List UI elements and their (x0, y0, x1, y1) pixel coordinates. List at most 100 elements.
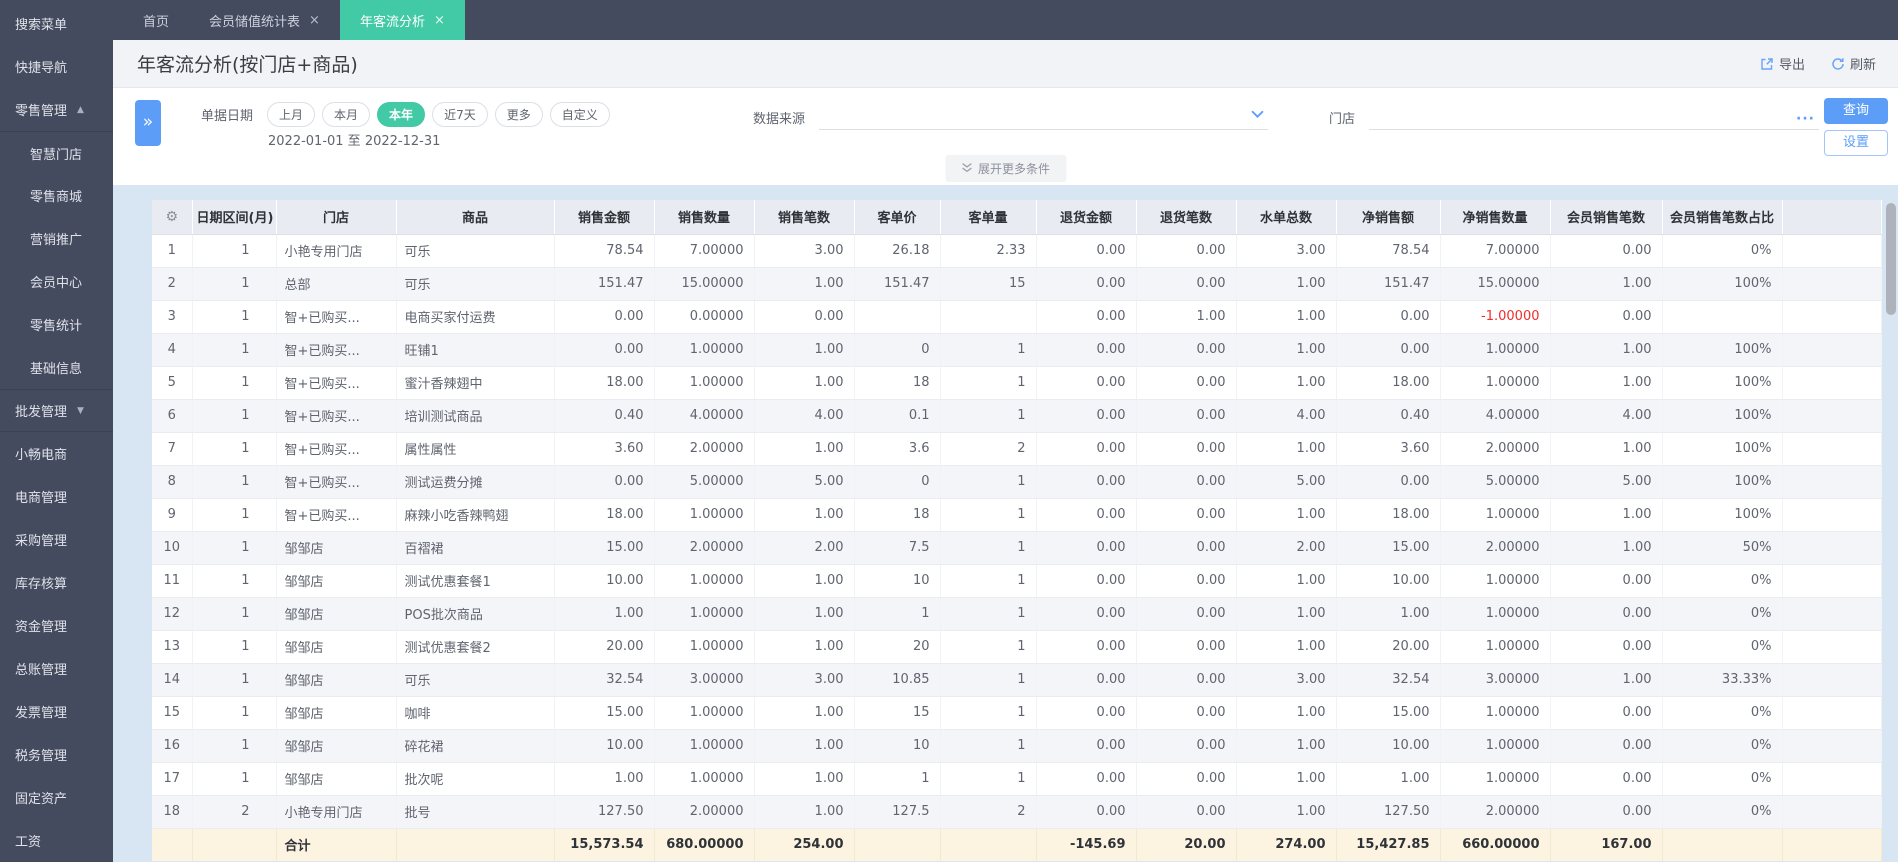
scrollbar-thumb[interactable] (1886, 203, 1896, 315)
table-row[interactable]: 9 1 智+已购买... 麻辣小吃香辣鸭翅 18.00 1.00000 1.00 18 1 0.0… (152, 498, 1882, 532)
sidebar-item-零售管理[interactable]: 零售管理 ▲ (0, 88, 113, 131)
column-header[interactable]: 净销售数量 (1440, 200, 1551, 235)
cell: 5.00000 (654, 465, 755, 499)
sidebar-item-工资[interactable]: 工资 (0, 819, 113, 862)
table-row[interactable]: 2 1 总部 可乐 151.47 15.00000 1.00 151.47 15 0.00 0.00… (152, 267, 1882, 301)
column-header[interactable]: 退货笔数 (1136, 200, 1237, 235)
table-row[interactable]: 17 1 邹邹店 批次呢 1.00 1.00000 1.00 1 1 0.00 0.00 1.00 1.… (152, 762, 1882, 796)
date-pill-自定义[interactable]: 自定义 (549, 102, 610, 127)
sidebar-item-零售商城[interactable]: 零售商城 (0, 174, 113, 217)
cell: 5 (152, 366, 193, 400)
sidebar-item-总账管理[interactable]: 总账管理 (0, 647, 113, 690)
cell: 20.00 (554, 630, 655, 664)
cell: 100% (1662, 267, 1783, 301)
refresh-button[interactable]: 刷新 (1831, 54, 1876, 73)
cell: 18 (854, 366, 941, 400)
table-row[interactable]: 4 1 智+已购买... 旺铺1 0.00 1.00000 1.00 0 1 0.00 0.00 1.… (152, 333, 1882, 367)
sidebar-item-采购管理[interactable]: 采购管理 (0, 518, 113, 561)
sidebar-item-电商管理[interactable]: 电商管理 (0, 475, 113, 518)
column-header[interactable]: 销售笔数 (754, 200, 855, 235)
column-header[interactable]: 会员销售笔数 (1550, 200, 1663, 235)
chevron-down-icon[interactable] (1251, 104, 1264, 123)
table-row[interactable]: 13 1 邹邹店 测试优惠套餐2 20.00 1.00000 1.00 20 1 0.00 0.00… (152, 630, 1882, 664)
sidebar-item-智慧门店[interactable]: 智慧门店 (0, 131, 113, 174)
date-pill-近7天[interactable]: 近7天 (432, 102, 488, 127)
sidebar-item-库存核算[interactable]: 库存核算 (0, 561, 113, 604)
column-header[interactable]: 门店 (276, 200, 397, 235)
table-row[interactable]: 7 1 智+已购买... 属性属性 3.60 2.00000 1.00 3.6 2 0.00 0.0… (152, 432, 1882, 466)
cell: 1 (940, 399, 1037, 433)
column-header[interactable]: 商品 (396, 200, 555, 235)
table-row[interactable]: 11 1 邹邹店 测试优惠套餐1 10.00 1.00000 1.00 10 1 0.00 0.00… (152, 564, 1882, 598)
vertical-scrollbar[interactable] (1886, 203, 1896, 833)
column-header[interactable]: 客单价 (854, 200, 941, 235)
table-row[interactable]: 12 1 邹邹店 POS批次商品 1.00 1.00000 1.00 1 1 0.00 0.00 1.… (152, 597, 1882, 631)
date-pill-上月[interactable]: 上月 (267, 102, 316, 127)
table-row[interactable]: 5 1 智+已购买... 蜜汁香辣翅中 18.00 1.00000 1.00 18 1 0.00 0… (152, 366, 1882, 400)
table-row[interactable]: 18 2 小艳专用门店 批号 127.50 2.00000 1.00 127.5 2 0.00 0.… (152, 795, 1882, 829)
export-button[interactable]: 导出 (1760, 54, 1805, 73)
settings-button[interactable]: 设置 (1824, 130, 1888, 156)
sidebar-item-搜索菜单[interactable]: 搜索菜单 (0, 2, 113, 45)
cell: 32.54 (1336, 663, 1441, 697)
tab-会员储值统计表[interactable]: 会员储值统计表 × (189, 0, 340, 40)
sidebar-item-营销推广[interactable]: 营销推广 (0, 217, 113, 260)
table-row[interactable]: 16 1 邹邹店 碎花裙 10.00 1.00000 1.00 10 1 0.00 0.00 1.00… (152, 729, 1882, 763)
cell: 1 (192, 762, 277, 796)
column-header[interactable]: 水单总数 (1236, 200, 1337, 235)
table-row[interactable]: 6 1 智+已购买... 培训测试商品 0.40 4.00000 4.00 0.1 1 0.00 0… (152, 399, 1882, 433)
column-header[interactable]: 客单量 (940, 200, 1037, 235)
column-header[interactable]: 会员销售笔数占比 (1662, 200, 1783, 235)
cell: 电商买家付运费 (396, 300, 555, 334)
sidebar-item-固定资产[interactable]: 固定资产 (0, 776, 113, 819)
cell: 邹邹店 (276, 531, 397, 565)
gear-icon[interactable]: ⚙ (165, 208, 179, 225)
cell: 1.00 (1236, 630, 1337, 664)
column-settings-header[interactable]: ⚙ (152, 200, 193, 235)
cell: 11 (152, 564, 193, 598)
expand-panel-button[interactable]: » (135, 100, 161, 146)
cell: 旺铺1 (396, 333, 555, 367)
cell: 0% (1662, 762, 1783, 796)
table-row[interactable]: 15 1 邹邹店 咖啡 15.00 1.00000 1.00 15 1 0.00 0.00 1.00 1… (152, 696, 1882, 730)
column-header[interactable]: 日期区间(月) (192, 200, 277, 235)
filter-buttons: 查询 设置 (1824, 98, 1888, 156)
column-header[interactable]: 销售金额 (554, 200, 655, 235)
store-input[interactable] (1369, 104, 1819, 129)
column-header[interactable]: 净销售额 (1336, 200, 1441, 235)
filter-bar: » 单据日期 上月 本月 本年 近7天 更多 自定义 2022-01-01 至 2022-… (113, 88, 1898, 185)
sidebar-item-资金管理[interactable]: 资金管理 (0, 604, 113, 647)
data-source-input[interactable] (819, 104, 1268, 129)
sidebar-item-会员中心[interactable]: 会员中心 (0, 260, 113, 303)
sidebar-item-基础信息[interactable]: 基础信息 (0, 346, 113, 389)
table-row[interactable]: 3 1 智+已购买... 电商买家付运费 0.00 0.00000 0.00 0.00 1.00… (152, 300, 1882, 334)
ellipsis-icon[interactable]: ··· (1796, 111, 1815, 127)
date-pill-本年[interactable]: 本年 (377, 102, 426, 127)
date-pill-本月[interactable]: 本月 (322, 102, 371, 127)
cell: 1 (854, 597, 941, 631)
expand-more-conditions-button[interactable]: 展开更多条件 (944, 155, 1067, 182)
tab-年客流分析[interactable]: 年客流分析 × (339, 0, 465, 40)
table-row[interactable]: 1 1 小艳专用门店 可乐 78.54 7.00000 3.00 26.18 2.33 0.00 0… (152, 234, 1882, 268)
sidebar-item-税务管理[interactable]: 税务管理 (0, 733, 113, 776)
table-row[interactable]: 14 1 邹邹店 可乐 32.54 3.00000 3.00 10.85 1 0.00 0.00 3.… (152, 663, 1882, 697)
cell: 1.00000 (654, 333, 755, 367)
sidebar-item-小畅电商[interactable]: 小畅电商 (0, 432, 113, 475)
table-row[interactable]: 10 1 邹邹店 百褶裙 15.00 2.00000 2.00 7.5 1 0.00 0.00 2.0… (152, 531, 1882, 565)
tab-首页[interactable]: 首页 (123, 0, 189, 40)
table-row[interactable]: 8 1 智+已购买... 测试运费分摊 0.00 5.00000 5.00 0 1 0.00 0.0… (152, 465, 1882, 499)
cell: 20 (854, 630, 941, 664)
query-button[interactable]: 查询 (1824, 98, 1888, 124)
sidebar-item-批发管理[interactable]: 批发管理 ▼ (0, 389, 113, 432)
close-icon[interactable]: × (433, 12, 445, 28)
column-header[interactable]: 销售数量 (654, 200, 755, 235)
sidebar-item-快捷导航[interactable]: 快捷导航 (0, 45, 113, 88)
close-icon[interactable]: × (309, 12, 320, 28)
sidebar-item-label: 搜索菜单 (15, 18, 68, 33)
sidebar-item-零售统计[interactable]: 零售统计 (0, 303, 113, 346)
sidebar-item-发票管理[interactable]: 发票管理 (0, 690, 113, 733)
date-pill-更多[interactable]: 更多 (494, 102, 543, 127)
column-header[interactable]: 退货金额 (1036, 200, 1137, 235)
cell: 碎花裙 (396, 729, 555, 763)
